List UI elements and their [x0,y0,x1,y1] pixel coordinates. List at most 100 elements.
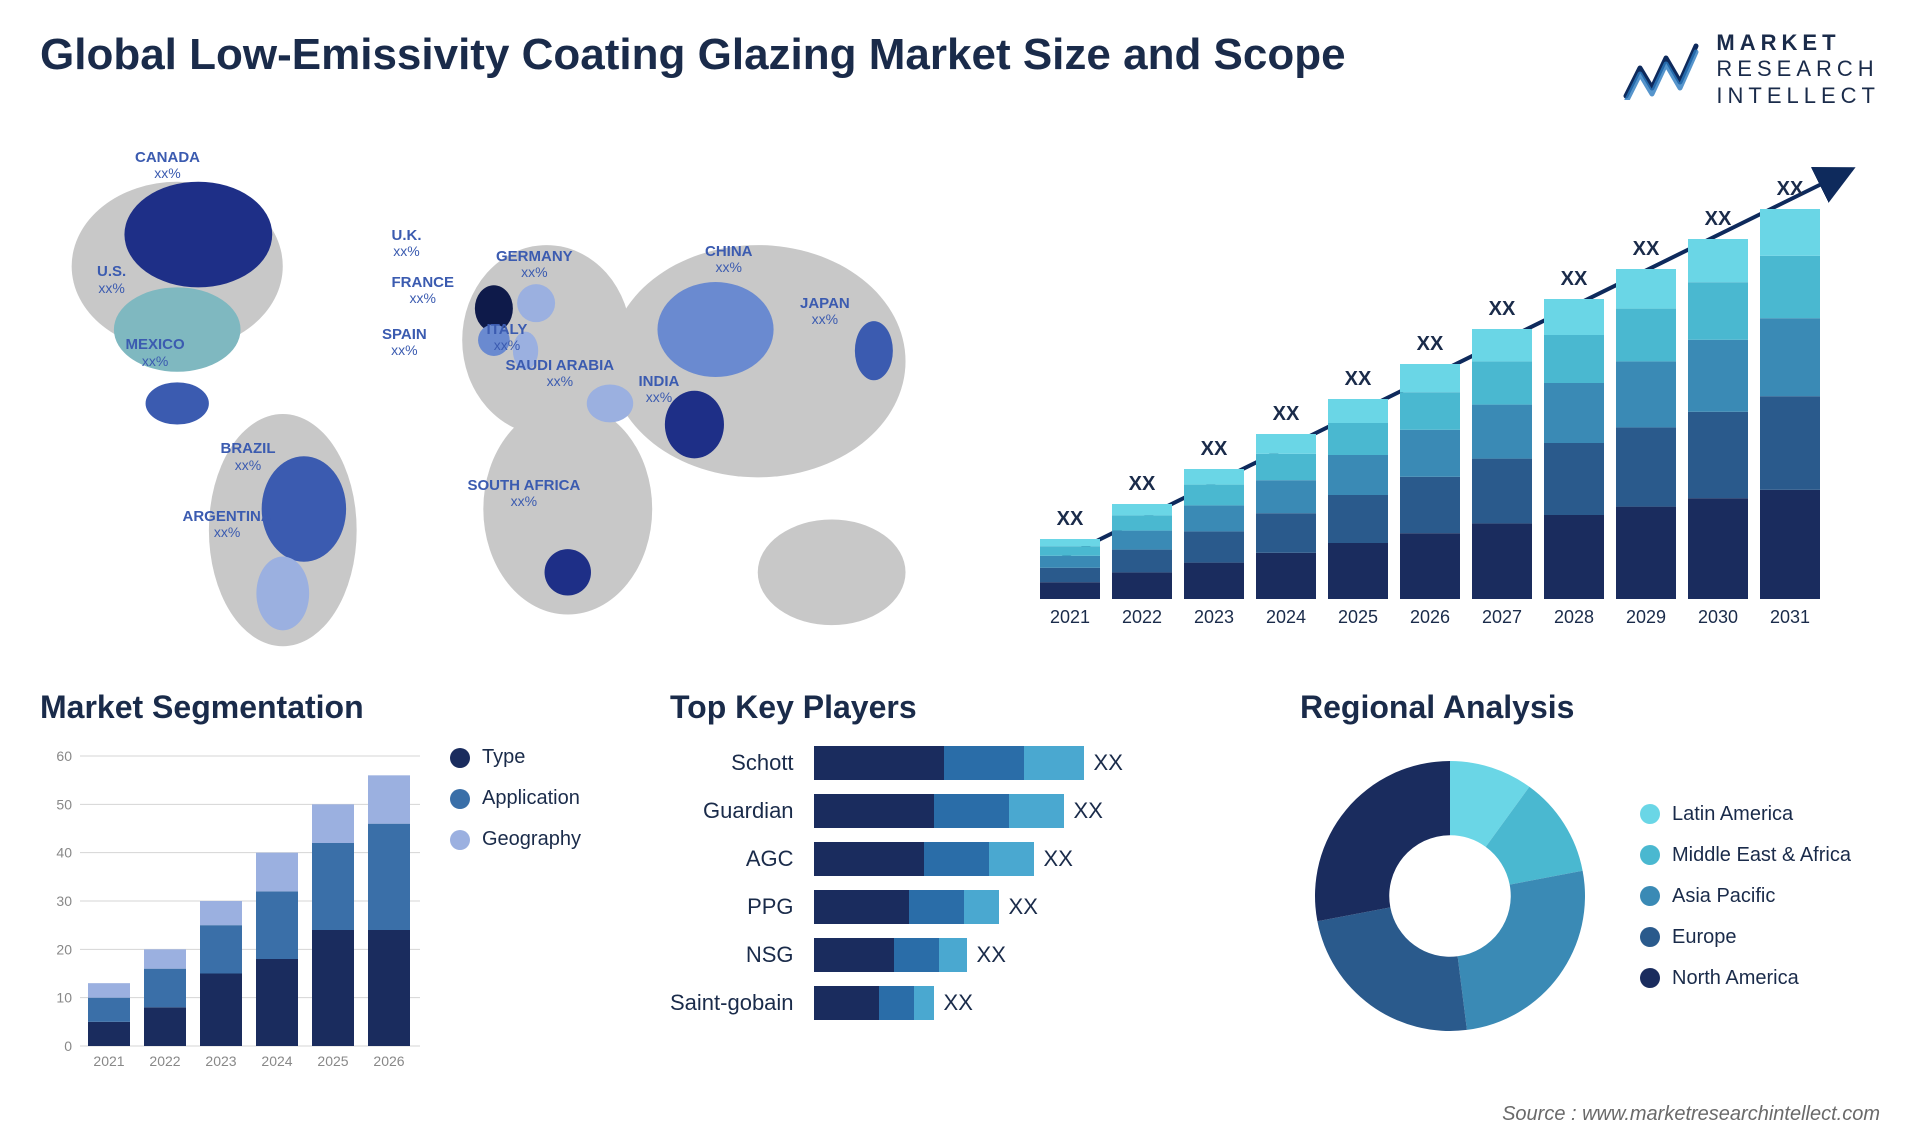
page-title: Global Low-Emissivity Coating Glazing Ma… [40,30,1346,80]
map-label: CHINAxx% [705,244,753,276]
regional-panel: Regional Analysis Latin America Middle Ea… [1300,689,1880,1109]
color-swatch-icon [450,830,470,850]
player-value: XX [944,990,973,1016]
svg-text:XX: XX [1777,178,1804,200]
logo-line-1: MARKET [1716,30,1880,56]
players-bar-chart: XXXXXXXXXXXX [814,746,1250,1020]
players-title: Top Key Players [670,689,1250,726]
legend-item: Middle East & Africa [1640,844,1851,867]
legend-item: Latin America [1640,803,1851,826]
map-label: BRAZILxx% [221,441,276,473]
player-bar-segment [1009,794,1064,828]
logo-line-3: INTELLECT [1716,83,1880,109]
player-value: XX [1009,894,1038,920]
player-bar-segment [814,890,909,924]
svg-text:XX: XX [1417,333,1444,355]
svg-text:10: 10 [56,990,72,1006]
player-bar-segment [934,794,1009,828]
player-label: AGC [746,842,794,876]
player-bar-segment [964,890,999,924]
svg-text:2021: 2021 [1050,607,1090,627]
svg-text:2025: 2025 [1338,607,1378,627]
regional-donut-chart [1300,746,1600,1046]
color-swatch-icon [1640,886,1660,906]
logo-line-2: RESEARCH [1716,56,1880,82]
segmentation-legend: Type Application Geography [450,746,581,1086]
player-label: Schott [731,746,793,780]
player-bar-segment [814,746,944,780]
player-bar-segment [814,794,934,828]
map-label: ITALYxx% [487,322,528,354]
player-bar-row: XX [814,938,1250,972]
map-label: SAUDI ARABIAxx% [506,358,615,390]
player-bar-row: XX [814,842,1250,876]
players-panel: Top Key Players Schott Guardian AGC PPG NSG S… [670,689,1250,1109]
svg-text:XX: XX [1129,473,1156,495]
color-swatch-icon [1640,927,1660,947]
svg-text:2029: 2029 [1626,607,1666,627]
regional-title: Regional Analysis [1300,689,1880,726]
svg-text:2031: 2031 [1770,607,1810,627]
player-label: NSG [746,938,794,972]
player-bar-segment [909,890,964,924]
svg-text:2023: 2023 [1194,607,1234,627]
player-bar-segment [914,986,934,1020]
map-label: CANADAxx% [135,150,200,182]
player-bar-segment [939,938,967,972]
legend-item: Application [450,787,581,810]
svg-text:XX: XX [1705,208,1732,230]
map-label: SOUTH AFRICAxx% [468,478,581,510]
svg-text:30: 30 [56,893,72,909]
svg-text:2024: 2024 [261,1053,292,1069]
svg-text:XX: XX [1273,403,1300,425]
map-label: JAPANxx% [800,296,850,328]
svg-text:60: 60 [56,748,72,764]
player-label: Guardian [703,794,794,828]
map-label: INDIAxx% [639,374,680,406]
player-bar-segment [814,842,924,876]
color-swatch-icon [450,748,470,768]
player-value: XX [1094,750,1123,776]
map-label: FRANCExx% [392,275,455,307]
player-bar-row: XX [814,890,1250,924]
legend-item: Geography [450,828,581,851]
svg-text:XX: XX [1561,268,1588,290]
svg-text:XX: XX [1489,298,1516,320]
segmentation-panel: Market Segmentation 01020304050602021202… [40,689,620,1109]
legend-item: Type [450,746,581,769]
svg-text:2025: 2025 [317,1053,348,1069]
map-label: MEXICOxx% [126,337,185,369]
svg-text:2030: 2030 [1698,607,1738,627]
legend-label: North America [1672,967,1799,990]
player-label: PPG [747,890,793,924]
player-bar-segment [894,938,939,972]
svg-text:2021: 2021 [93,1053,124,1069]
logo-mark-icon [1622,40,1702,100]
svg-text:2026: 2026 [373,1053,404,1069]
player-value: XX [977,942,1006,968]
svg-text:2022: 2022 [1122,607,1162,627]
player-bar-segment [814,986,879,1020]
color-swatch-icon [1640,968,1660,988]
player-bar-segment [879,986,914,1020]
svg-text:XX: XX [1633,238,1660,260]
svg-text:2024: 2024 [1266,607,1306,627]
segmentation-title: Market Segmentation [40,689,620,726]
svg-text:2027: 2027 [1482,607,1522,627]
map-label: U.S.xx% [97,264,126,296]
player-bar-segment [944,746,1024,780]
svg-text:40: 40 [56,845,72,861]
svg-text:XX: XX [1345,368,1372,390]
svg-text:2028: 2028 [1554,607,1594,627]
player-value: XX [1044,846,1073,872]
growth-bar-chart: XX2021XX2022XX2023XX2024XX2025XX2026XX20… [1030,129,1880,649]
player-bar-segment [1024,746,1084,780]
svg-text:2022: 2022 [149,1053,180,1069]
legend-item: North America [1640,967,1851,990]
legend-label: Application [482,787,580,810]
regional-legend: Latin AmericaMiddle East & AfricaAsia Pa… [1640,803,1851,990]
legend-label: Europe [1672,926,1737,949]
player-bar-segment [814,938,894,972]
player-label: Saint-gobain [670,986,794,1020]
color-swatch-icon [1640,845,1660,865]
